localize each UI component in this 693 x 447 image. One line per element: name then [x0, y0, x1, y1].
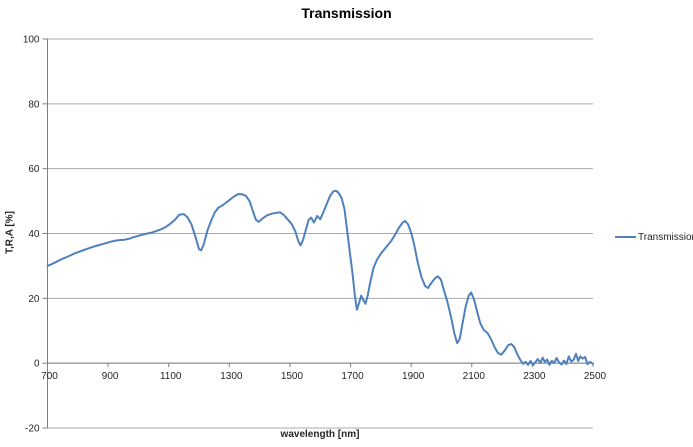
x-axis-title: wavelength [nm]: [280, 429, 360, 440]
x-tick-label: 2300: [523, 371, 546, 382]
y-tick-label: 80: [28, 99, 40, 110]
y-tick-label: -20: [25, 424, 40, 435]
series-line-transmission: [46, 189, 594, 367]
y-tick-label: 0: [34, 359, 40, 370]
x-tick-label: 1300: [220, 371, 243, 382]
x-tick-label: 1900: [402, 371, 425, 382]
legend-label: Transmission: [638, 231, 693, 243]
legend: Transmission: [615, 230, 693, 244]
y-tick-label: 20: [28, 294, 40, 305]
x-tick-label: 900: [102, 371, 119, 382]
chart-title: Transmission: [301, 5, 392, 21]
y-axis-title: T,R,A [%]: [4, 211, 16, 255]
x-tick-label: 700: [41, 371, 58, 382]
x-tick-label: 1100: [160, 371, 182, 382]
x-tick-label: 1700: [341, 371, 364, 382]
x-tick-label: 2100: [463, 371, 486, 382]
x-tick-label: 2500: [584, 371, 607, 382]
y-tick-label: 40: [28, 229, 40, 240]
y-tick-label: 60: [28, 164, 40, 175]
x-tick-label: 1500: [281, 371, 304, 382]
y-tick-label: 100: [23, 35, 40, 46]
legend-line-swatch: [615, 236, 636, 238]
